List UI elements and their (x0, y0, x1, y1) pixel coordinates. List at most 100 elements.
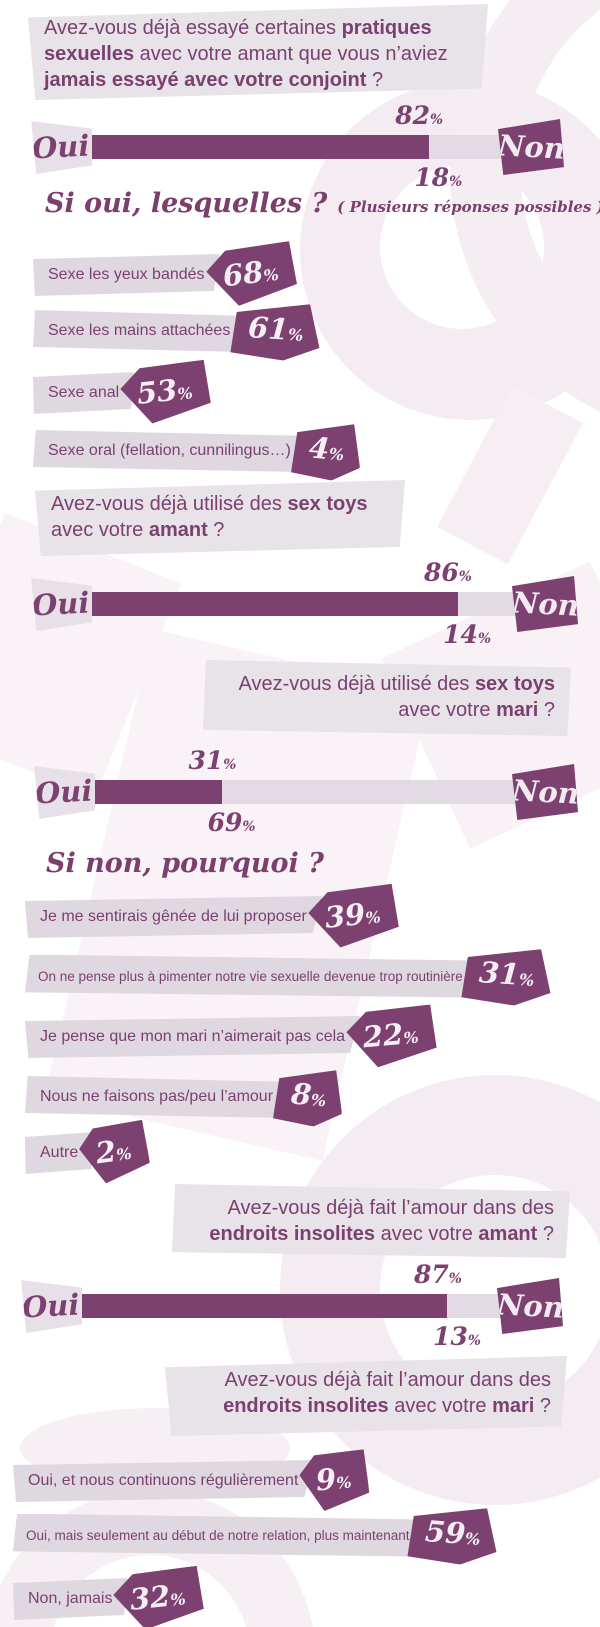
question-text-line: Avez-vous déjà fait l’amour dans des (227, 1197, 554, 1219)
badge-value: 8 (289, 1076, 313, 1113)
yes-label: Oui (21, 1287, 81, 1325)
answer-label: Oui, et nous continuons régulièrement (28, 1472, 299, 1489)
question-text-line: Avez-vous déjà fait l’amour dans des (224, 1369, 551, 1391)
percent-sign: % (477, 631, 492, 647)
answer-label-bar: Nous ne faisons pas/peu l’amour (25, 1076, 289, 1118)
yes-no-bar-unusual-places-lover: Oui 87% 13% Non (20, 1262, 563, 1349)
yes-no-bar-sextoys-husband: Oui 31% 69% Non (33, 748, 580, 835)
question-box-practices: Avez-vous déjà essayé certaines pratique… (28, 4, 488, 100)
answer-row: Je pense que mon mari n’aimerait pas cel… (25, 1008, 436, 1066)
section-heading-title: Si oui, lesquelles ? (45, 188, 328, 219)
badge-value: 59 (424, 1514, 468, 1551)
question-text-line: avec votre amant ? (51, 519, 225, 541)
question-text-line: Avez-vous déjà essayé certaines pratique… (44, 17, 432, 39)
yes-tab: Oui (31, 578, 92, 631)
percent-sign: % (467, 1333, 481, 1349)
question-box-unusual-places-husband: Avez-vous déjà fait l’amour dans des end… (165, 1356, 567, 1436)
answer-label: Autre (40, 1144, 79, 1161)
no-percentage-value: 13 (433, 1322, 468, 1351)
answer-label-bar: Je pense que mon mari n’aimerait pas cel… (25, 1016, 361, 1058)
answer-label-bar: Sexe oral (fellation, cunnilingus…) (33, 430, 306, 472)
question-box-unusual-places-lover: Avez-vous déjà fait l’amour dans des end… (172, 1184, 570, 1258)
badge-value: 2 (93, 1133, 119, 1171)
section-heading-which-ones: Si oui, lesquelles ? ( Plusieurs réponses… (45, 188, 600, 219)
percent-sign: % (287, 324, 305, 345)
no-percentage: 18% (414, 165, 462, 190)
answer-label: Je pense que mon mari n’aimerait pas cel… (40, 1028, 346, 1045)
yes-percentage: 86% (424, 560, 472, 585)
answer-row: Autre 2% (25, 1124, 149, 1182)
no-percentage-value: 69 (207, 808, 243, 837)
percent-sign: % (335, 1472, 353, 1493)
answer-label: Non, jamais (28, 1590, 113, 1607)
badge-value: 9 (314, 1461, 338, 1498)
percent-sign: % (448, 1271, 462, 1287)
section-heading-if-not-why: Si non, pourquoi ? (46, 848, 324, 879)
answer-row: On ne pense plus à pimenter notre vie se… (25, 947, 551, 1005)
answer-row: Oui, mais seulement au début de notre re… (13, 1506, 498, 1564)
percent-sign: % (327, 444, 345, 465)
no-tab: Non (512, 576, 578, 632)
section-heading-title: Si non, pourquoi ? (46, 848, 324, 879)
badge-value: 31 (477, 955, 521, 992)
badge-value: 4 (307, 430, 331, 467)
yes-percentage: 87% (414, 1262, 462, 1287)
percentage-badge: 31% (461, 944, 553, 1008)
yes-tab: Oui (34, 766, 95, 819)
yes-percentage-value: 86 (424, 558, 459, 587)
answer-label: Oui, mais seulement au début de notre re… (26, 1527, 410, 1543)
percentage-badge: 61% (230, 299, 322, 363)
answer-label: Sexe anal (48, 384, 120, 401)
percent-sign: % (364, 907, 382, 928)
percentage-badge: 22% (345, 1004, 438, 1069)
answer-label-bar: Sexe anal (33, 372, 135, 414)
percent-sign: % (310, 1090, 327, 1111)
percentage-badge: 53% (118, 360, 212, 427)
section-heading-note: ( Plusieurs réponses possibles ) (337, 198, 600, 216)
percent-sign: % (458, 569, 472, 585)
answer-label: Sexe les yeux bandés (48, 266, 205, 283)
bar-track: 86% 14% (86, 560, 518, 647)
answer-label: Je me sentirais gênée de lui proposer (40, 908, 307, 925)
badge-value: 61 (247, 310, 290, 347)
bar-fill (86, 135, 429, 159)
percentage-badge: 4% (290, 419, 363, 483)
yes-label: Oui (34, 773, 94, 811)
answer-label-bar: Sexe les yeux bandés (33, 254, 220, 296)
percent-sign: % (261, 264, 280, 286)
answer-label-bar: Oui, mais seulement au début de notre re… (13, 1513, 423, 1557)
question-box-sextoys-lover: Avez-vous déjà utilisé des sex toys avec… (35, 480, 405, 556)
bar-fill (89, 780, 222, 804)
yes-label: Oui (31, 585, 91, 623)
question-text-line: Avez-vous déjà utilisé des sex toys (238, 673, 556, 695)
percent-sign: % (430, 112, 444, 128)
no-percentage-value: 18 (414, 163, 450, 192)
no-percentage: 13% (433, 1324, 481, 1349)
no-label: Non (510, 773, 580, 811)
percentage-badge: 32% (112, 1566, 206, 1627)
answer-label: On ne pense plus à pimenter notre vie se… (38, 968, 463, 984)
percentage-badge: 68% (203, 241, 298, 309)
no-label: Non (510, 585, 580, 623)
bar-track: 31% 69% (89, 748, 518, 835)
answer-row: Sexe oral (fellation, cunnilingus…) 4% (33, 422, 361, 480)
bar-track: 87% 13% (76, 1262, 503, 1349)
answer-row: Je me sentirais gênée de lui proposer 39… (25, 888, 397, 946)
yes-percentage: 31% (188, 748, 236, 773)
yes-label: Oui (31, 128, 91, 166)
badge-value: 32 (128, 1578, 173, 1617)
badge-value: 22 (361, 1017, 405, 1055)
percent-sign: % (176, 383, 194, 404)
answer-label-bar: Autre (25, 1132, 94, 1174)
no-label: Non (496, 128, 566, 166)
percentage-badge: 8% (273, 1065, 346, 1129)
answer-label: Sexe les mains attachées (48, 322, 231, 339)
answer-label-bar: Je me sentirais gênée de lui proposer (25, 896, 322, 938)
percent-sign: % (402, 1027, 420, 1048)
percent-sign: % (464, 1528, 482, 1549)
answer-row: Oui, et nous continuons régulièrement 9% (13, 1452, 369, 1510)
answer-label-bar: Sexe les mains attachées (33, 310, 246, 352)
answer-label: Nous ne faisons pas/peu l’amour (40, 1088, 274, 1105)
answer-row: Sexe anal 53% (33, 364, 210, 422)
